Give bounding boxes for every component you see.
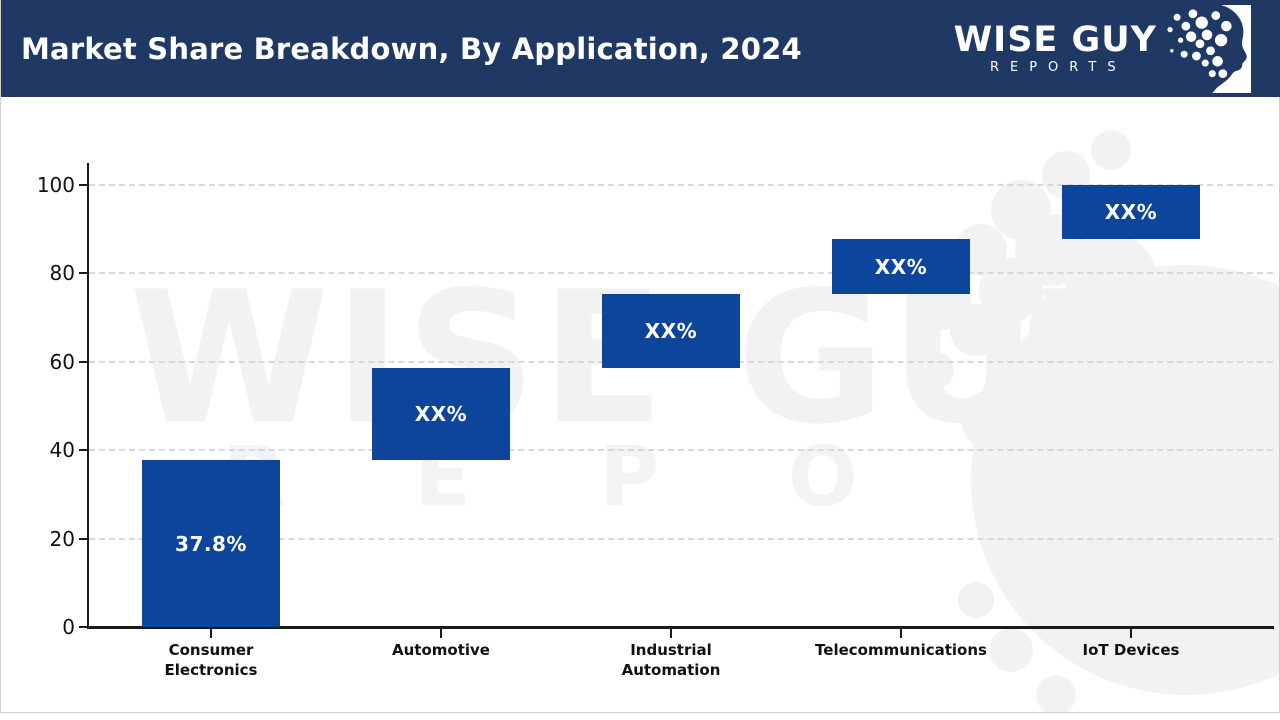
y-tick-0 [79, 626, 88, 628]
x-category-label-line: Consumer [168, 641, 254, 659]
y-tick-80 [79, 272, 88, 274]
page-title: Market Share Breakdown, By Application, … [21, 31, 802, 66]
y-tick-label-60: 60 [49, 350, 75, 374]
x-category-label-line: Automotive [392, 641, 490, 659]
bar-industrial-automation: XX% [602, 294, 740, 368]
logo-reports-label: REPORTS [989, 59, 1127, 75]
x-category-label-automotive: Automotive [326, 640, 556, 660]
gridline-y-80 [89, 272, 1273, 274]
x-category-label-line: Telecommunications [815, 641, 987, 659]
y-tick-label-20: 20 [49, 527, 75, 551]
header-bar: Market Share Breakdown, By Application, … [1, 0, 1280, 97]
y-axis-line [87, 163, 89, 629]
x-category-label-line: Automation [621, 661, 721, 679]
x-tick-automotive [440, 629, 442, 638]
bar-iot-devices: XX% [1062, 185, 1200, 239]
y-tick-label-40: 40 [49, 438, 75, 462]
y-tick-label-0: 0 [62, 615, 75, 639]
x-category-label-line: Electronics [164, 661, 258, 679]
y-tick-100 [79, 184, 88, 186]
x-axis-line [87, 626, 1274, 629]
x-tick-industrial-automation [670, 629, 672, 638]
x-category-label-iot-devices: IoT Devices [1016, 640, 1246, 660]
bar-value-label-consumer-electronics: 37.8% [175, 531, 247, 556]
x-category-label-line: IoT Devices [1082, 641, 1180, 659]
y-tick-label-100: 100 [36, 173, 75, 197]
bar-value-label-telecommunications: XX% [874, 254, 928, 279]
x-category-label-telecommunications: Telecommunications [786, 640, 1016, 660]
watermark-head-icon [911, 130, 1279, 712]
y-tick-label-80: 80 [49, 261, 75, 285]
logo-head-icon [1167, 4, 1251, 93]
bar-value-label-industrial-automation: XX% [644, 319, 698, 343]
bar-automotive: XX% [372, 368, 510, 460]
x-category-label-consumer-electronics: Consumer Electronics [96, 640, 326, 680]
logo-text: WISE GUY REPORTS [954, 22, 1157, 76]
bar-value-label-automotive: XX% [414, 402, 468, 426]
bar-value-label-iot-devices: XX% [1104, 200, 1158, 224]
x-tick-telecommunications [900, 629, 902, 638]
x-tick-consumer-electronics [210, 629, 212, 638]
x-tick-iot-devices [1130, 629, 1132, 638]
wise-guy-reports-logo: WISE GUY REPORTS [954, 4, 1255, 93]
x-category-label-industrial-automation: Industrial Automation [556, 640, 786, 680]
bar-consumer-electronics: 37.8% [142, 460, 280, 627]
x-category-label-line: Industrial [630, 641, 712, 659]
y-tick-60 [79, 361, 88, 363]
gridline-y-100 [89, 184, 1273, 186]
bar-telecommunications: XX% [832, 239, 970, 294]
gridline-y-20 [89, 538, 1273, 540]
logo-wise-guy-label: WISE GUY [953, 19, 1157, 60]
y-tick-20 [79, 538, 88, 540]
gridline-y-40 [89, 449, 1273, 451]
y-tick-40 [79, 449, 88, 451]
